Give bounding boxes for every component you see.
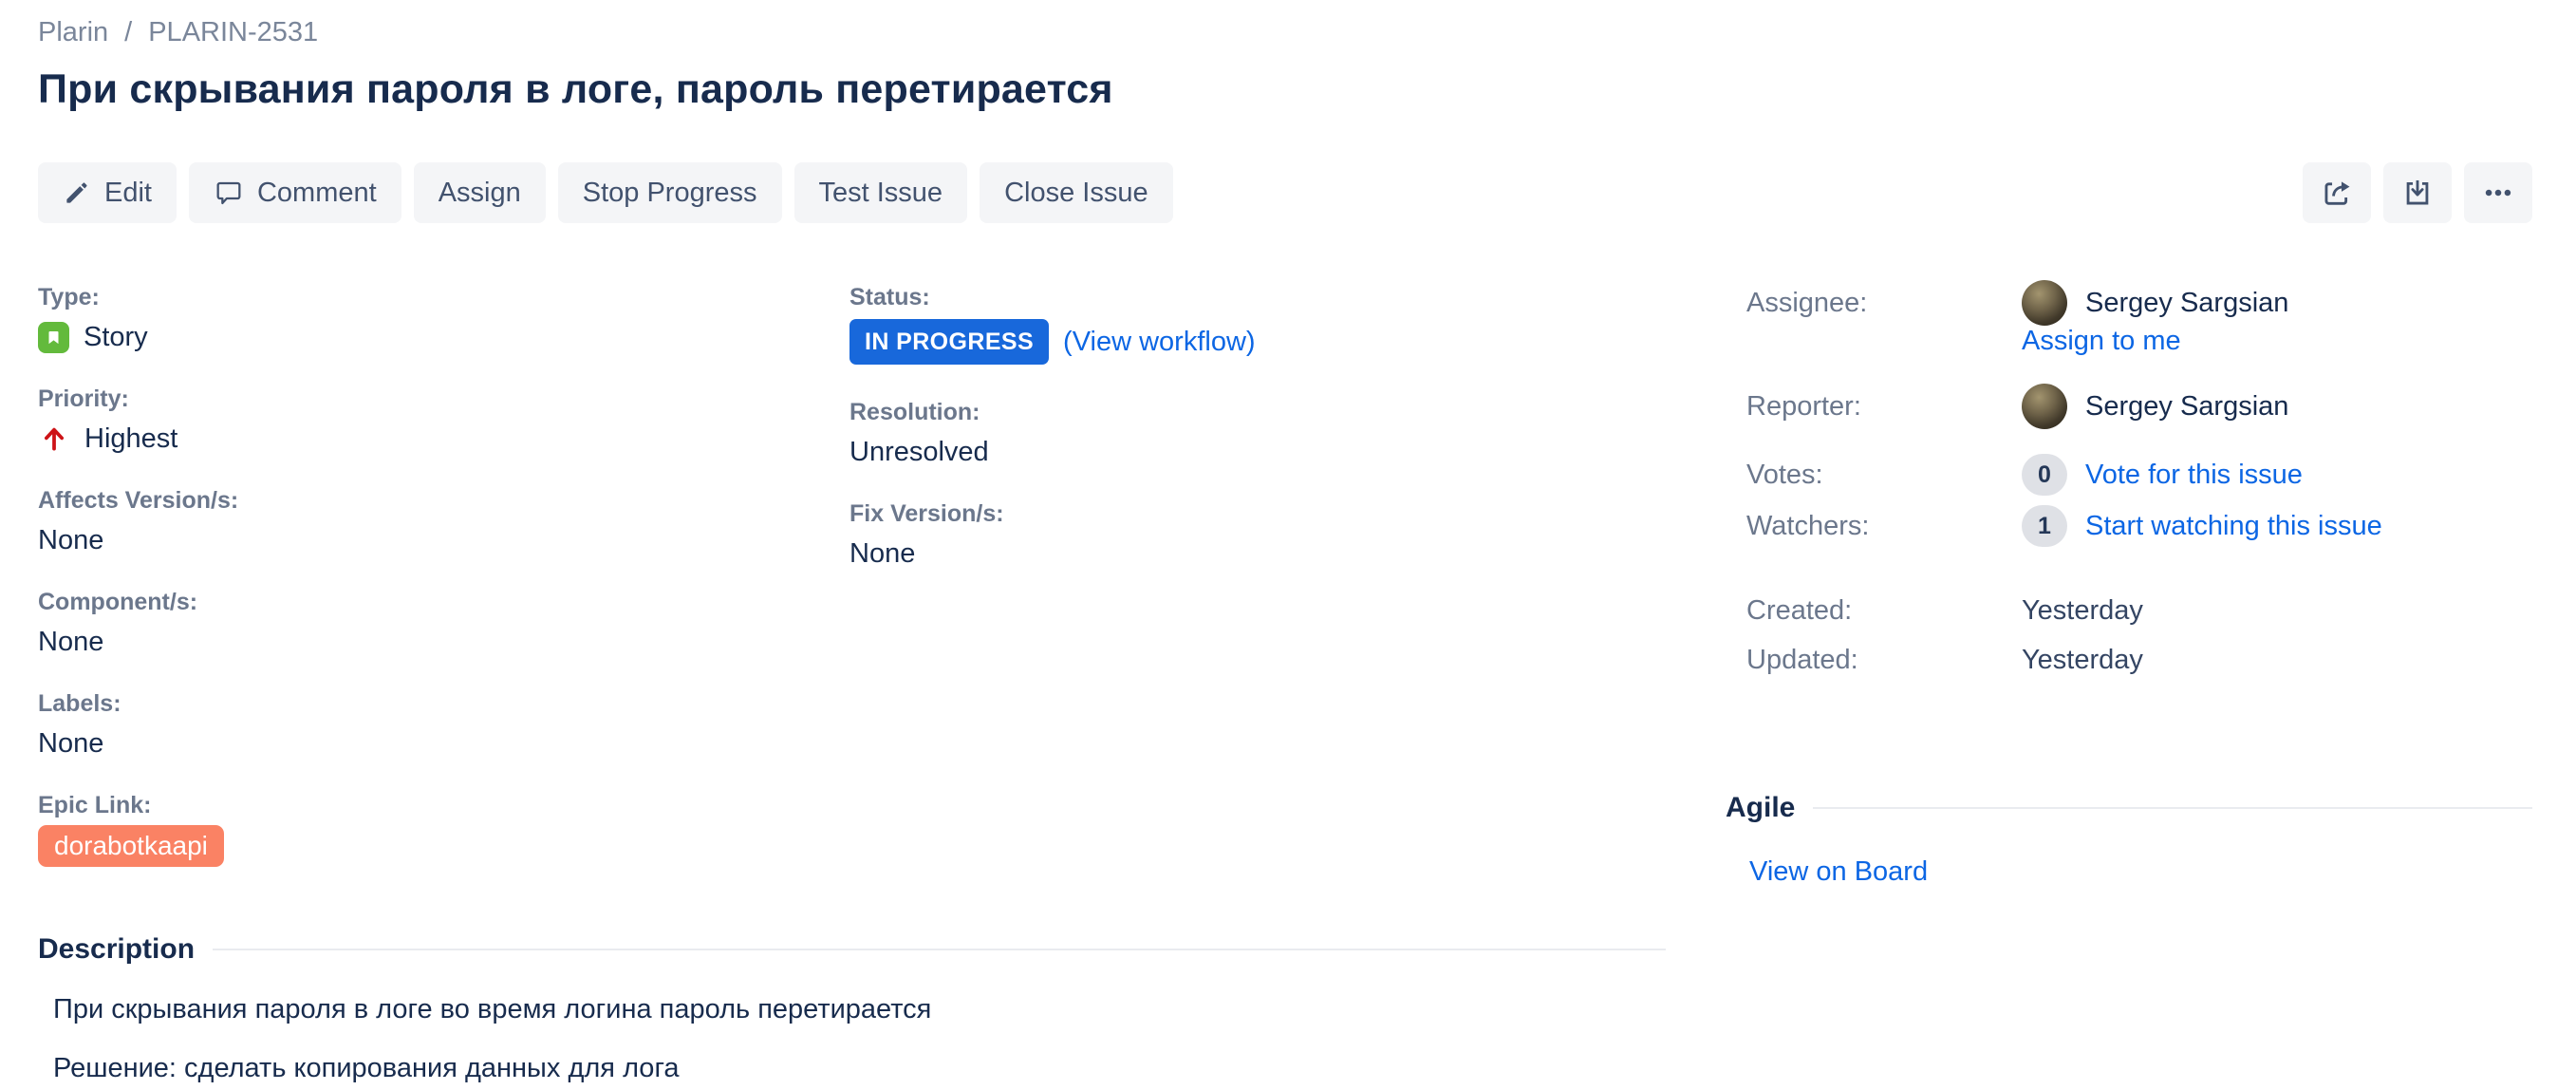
more-button[interactable] [2464, 162, 2532, 223]
updated-label: Updated: [1746, 645, 1858, 675]
assign-button[interactable]: Assign [413, 162, 546, 223]
assignee-label: Assignee: [1746, 288, 1868, 318]
priority-highest-icon [38, 423, 70, 455]
resolution-value: Unresolved [849, 437, 989, 467]
affects-versions-value: None [38, 525, 104, 555]
edit-button[interactable]: Edit [38, 162, 177, 223]
description-divider [213, 949, 1666, 950]
story-icon [38, 321, 69, 353]
breadcrumb: Plarin / PLARIN-2531 [38, 13, 2532, 51]
status-badge: IN PROGRESS [849, 319, 1050, 365]
description-paragraph: Решение: сделать копирования данных для … [53, 1053, 680, 1083]
view-workflow-link[interactable]: (View workflow) [1063, 326, 1256, 357]
main-column: Type: Story Priority: [38, 280, 1666, 1087]
test-issue-button[interactable]: Test Issue [793, 162, 968, 223]
test-issue-button-label: Test Issue [818, 177, 943, 208]
created-label: Created: [1746, 595, 1853, 626]
content: Type: Story Priority: [38, 280, 2532, 1087]
resolution-label: Resolution: [849, 399, 980, 425]
watchers-row: Watchers: 1 Start watching this issue [1726, 505, 2532, 547]
field-affects-versions: Affects Version/s: None [38, 483, 849, 560]
vote-link[interactable]: Vote for this issue [2085, 459, 2303, 490]
epic-link-badge[interactable]: dorabotkaapi [38, 825, 224, 867]
comment-button-label: Comment [256, 177, 377, 208]
description-module: Description При скрывания пароля в логе … [38, 933, 1666, 1087]
close-issue-button[interactable]: Close Issue [980, 162, 1173, 223]
stop-progress-button-label: Stop Progress [582, 177, 757, 208]
priority-label: Priority: [38, 385, 129, 412]
fix-versions-label: Fix Version/s: [849, 500, 1004, 527]
updated-value: Yesterday [2022, 644, 2143, 675]
votes-label: Votes: [1746, 460, 1823, 490]
field-fix-versions: Fix Version/s: None [849, 497, 1666, 573]
components-label: Component/s: [38, 589, 198, 615]
epic-link-label: Epic Link: [38, 792, 152, 818]
comment-icon [214, 178, 244, 208]
sidebar: Assignee: Sergey Sargsian Assign to me R… [1726, 280, 2532, 1087]
description-heading: Description [38, 933, 196, 965]
reporter-user-link[interactable]: Sergey Sargsian [2085, 390, 2289, 422]
issue-title: При скрывания пароля в логе, пароль пере… [38, 66, 1113, 112]
share-button[interactable] [2303, 162, 2371, 223]
status-label: Status: [849, 284, 930, 310]
agile-heading: Agile [1726, 792, 1796, 823]
field-type: Type: Story [38, 280, 849, 357]
agile-module: Agile View on Board [1726, 792, 2532, 888]
labels-value: None [38, 728, 104, 759]
share-icon [2321, 177, 2353, 209]
breadcrumb-issue-link[interactable]: PLARIN-2531 [148, 17, 319, 47]
details-middle-column: Status: IN PROGRESS (View workflow) Reso… [849, 280, 1666, 892]
reporter-avatar[interactable] [2022, 384, 2067, 429]
affects-versions-label: Affects Version/s: [38, 487, 239, 514]
pencil-icon [63, 179, 91, 207]
toolbar: Edit Comment Assign Stop Progress Test I… [38, 162, 2532, 223]
field-priority: Priority: Highest [38, 382, 849, 459]
fix-versions-value: None [849, 538, 916, 569]
export-icon [2401, 177, 2434, 209]
watchers-count-badge: 1 [2022, 505, 2067, 547]
votes-row: Votes: 0 Vote for this issue [1726, 454, 2532, 496]
breadcrumb-separator: / [124, 17, 133, 47]
agile-divider [1813, 807, 2532, 809]
votes-count-badge: 0 [2022, 454, 2067, 496]
assign-button-label: Assign [438, 177, 521, 208]
details-left-column: Type: Story Priority: [38, 280, 849, 892]
reporter-label: Reporter: [1746, 391, 1861, 422]
created-value: Yesterday [2022, 594, 2143, 626]
field-labels: Labels: None [38, 686, 849, 763]
more-icon [2482, 177, 2514, 209]
view-on-board-link[interactable]: View on Board [1749, 856, 1929, 887]
description-body: При скрывания пароля в логе во время лог… [53, 990, 1666, 1087]
type-label: Type: [38, 284, 100, 310]
close-issue-button-label: Close Issue [1004, 177, 1148, 208]
watch-link[interactable]: Start watching this issue [2085, 510, 2382, 541]
updated-row: Updated: Yesterday [1726, 640, 2532, 680]
assign-to-me-link[interactable]: Assign to me [2022, 326, 2181, 356]
field-components: Component/s: None [38, 585, 849, 662]
description-paragraph: При скрывания пароля в логе во время лог… [53, 994, 932, 1024]
components-value: None [38, 627, 104, 657]
labels-label: Labels: [38, 690, 121, 717]
type-value: Story [84, 322, 148, 352]
created-row: Created: Yesterday [1726, 591, 2532, 630]
field-resolution: Resolution: Unresolved [849, 395, 1666, 472]
reporter-row: Reporter: Sergey Sargsian [1726, 384, 2532, 429]
watchers-label: Watchers: [1746, 511, 1870, 541]
details-module: Type: Story Priority: [38, 280, 1666, 892]
comment-button[interactable]: Comment [188, 162, 401, 223]
priority-value: Highest [84, 423, 178, 454]
field-epic-link: Epic Link: dorabotkaapi [38, 788, 849, 867]
edit-button-label: Edit [104, 177, 152, 208]
export-button[interactable] [2383, 162, 2452, 223]
assignee-avatar[interactable] [2022, 280, 2067, 326]
stop-progress-button[interactable]: Stop Progress [557, 162, 782, 223]
assignee-user-link[interactable]: Sergey Sargsian [2085, 287, 2289, 318]
breadcrumb-project-link[interactable]: Plarin [38, 17, 109, 47]
assignee-block: Assignee: Sergey Sargsian Assign to me [1726, 280, 2532, 357]
field-status: Status: IN PROGRESS (View workflow) [849, 280, 1666, 365]
